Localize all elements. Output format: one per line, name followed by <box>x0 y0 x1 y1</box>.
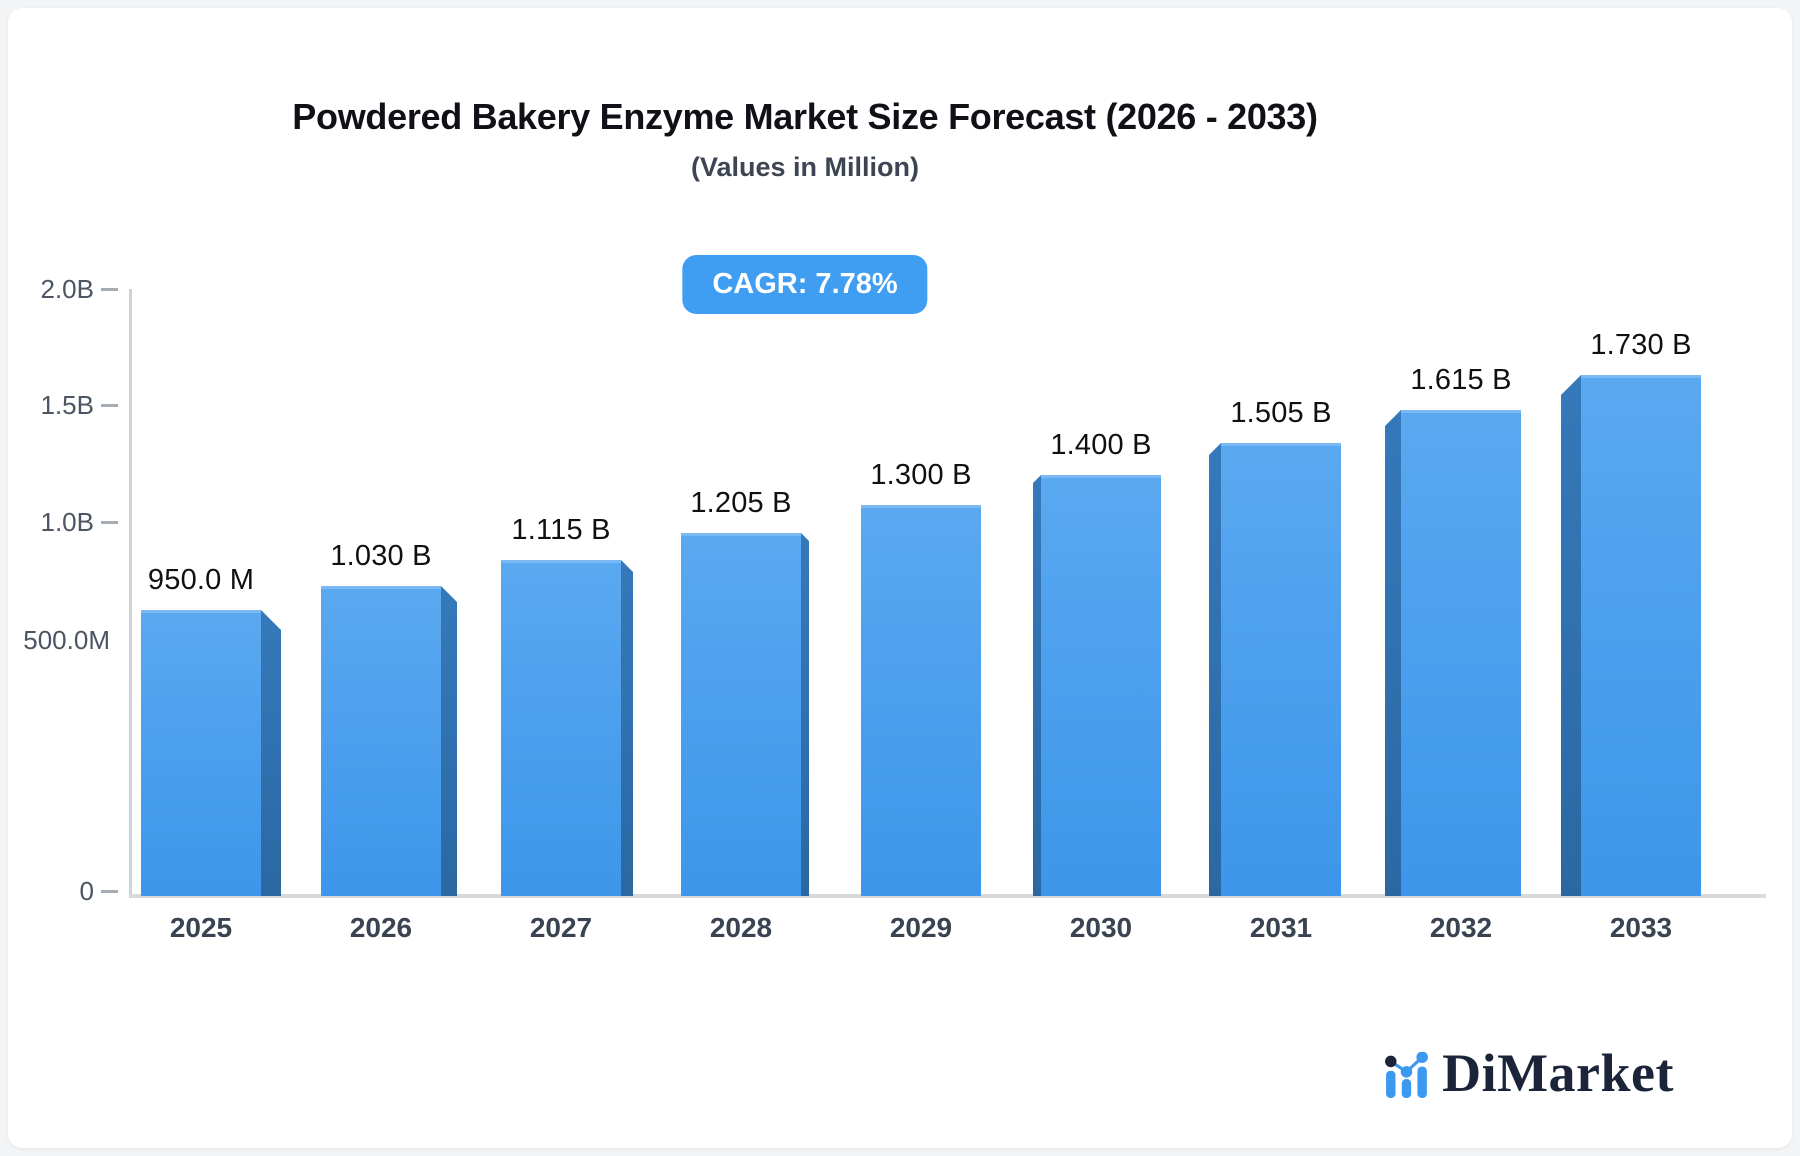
bar-value-label: 1.115 B <box>511 514 611 546</box>
y-axis-label: 500.0M <box>23 625 110 655</box>
bar-value-label: 1.615 B <box>1410 364 1512 396</box>
bar-value-label: 950.0 M <box>147 564 255 596</box>
bar-2029 <box>861 505 981 896</box>
bar-2025 <box>141 610 261 896</box>
bar-2033 <box>1581 375 1701 896</box>
y-tick-dash <box>101 890 118 893</box>
x-axis-label: 2032 <box>1429 912 1493 943</box>
y-tick-dash <box>101 521 118 524</box>
chart-header: Powdered Bakery Enzyme Market Size Forec… <box>0 96 1697 183</box>
bar-value-label: 1.730 B <box>1590 329 1692 361</box>
bar-value-label: 1.300 B <box>870 459 972 491</box>
x-axis-label: 2029 <box>889 912 953 943</box>
bar-3d-side <box>801 533 809 896</box>
bar-value-label: 1.505 B <box>1230 397 1332 429</box>
x-axis-label: 2026 <box>349 912 413 943</box>
x-axis-label: 2030 <box>1069 912 1133 943</box>
bar-2028 <box>681 533 801 896</box>
x-axis-label: 2025 <box>169 912 233 943</box>
x-axis-baseline <box>129 894 1766 898</box>
chart-card: Powdered Bakery Enzyme Market Size Forec… <box>8 8 1792 1148</box>
y-axis-label: 0 <box>79 876 94 906</box>
bar-value-label: 1.400 B <box>1050 429 1152 461</box>
y-axis-label: 2.0B <box>40 274 95 304</box>
plot-area: 2.0B 1.5B 1.0B 500.0M 0 950.0 M 2025 1.030 B 202… <box>8 8 1792 1148</box>
bar-chart-with-trend-dots-icon <box>1385 1052 1428 1098</box>
bar-value-label: 1.205 B <box>690 487 792 519</box>
bar-3d-side <box>1209 443 1221 896</box>
page-title: Powdered Bakery Enzyme Market Size Forec… <box>292 96 1318 137</box>
bar-2027 <box>501 560 621 896</box>
x-axis-label: 2027 <box>529 912 593 943</box>
bar-3d-side <box>261 610 281 896</box>
bar-2031 <box>1221 443 1341 896</box>
bar-value-label: 1.030 B <box>330 540 432 572</box>
x-axis-label: 2028 <box>709 912 773 943</box>
bar-2030 <box>1041 475 1161 896</box>
y-tick-dash <box>101 288 118 291</box>
cagr-badge: CAGR: 7.78% <box>682 255 928 314</box>
x-axis-label: 2033 <box>1609 912 1673 943</box>
bar-3d-side <box>621 560 633 896</box>
dimarket-logo-text: DiMarket <box>1442 1043 1674 1103</box>
y-axis-label: 1.0B <box>40 507 95 537</box>
bar-3d-side <box>441 586 457 896</box>
y-axis-label: 1.5B <box>40 390 95 420</box>
bar-3d-side <box>1561 375 1581 896</box>
y-axis-line <box>129 289 132 896</box>
bar-2026 <box>321 586 441 896</box>
bar-2032 <box>1401 410 1521 896</box>
bar-3d-side <box>1385 410 1401 896</box>
bar-3d-side <box>1033 475 1041 896</box>
y-tick-dash <box>101 404 118 407</box>
x-axis-label: 2031 <box>1249 912 1313 943</box>
dimarket-logo: DiMarket <box>1384 1043 1674 1103</box>
chart-subtitle: (Values in Million) <box>690 152 920 182</box>
